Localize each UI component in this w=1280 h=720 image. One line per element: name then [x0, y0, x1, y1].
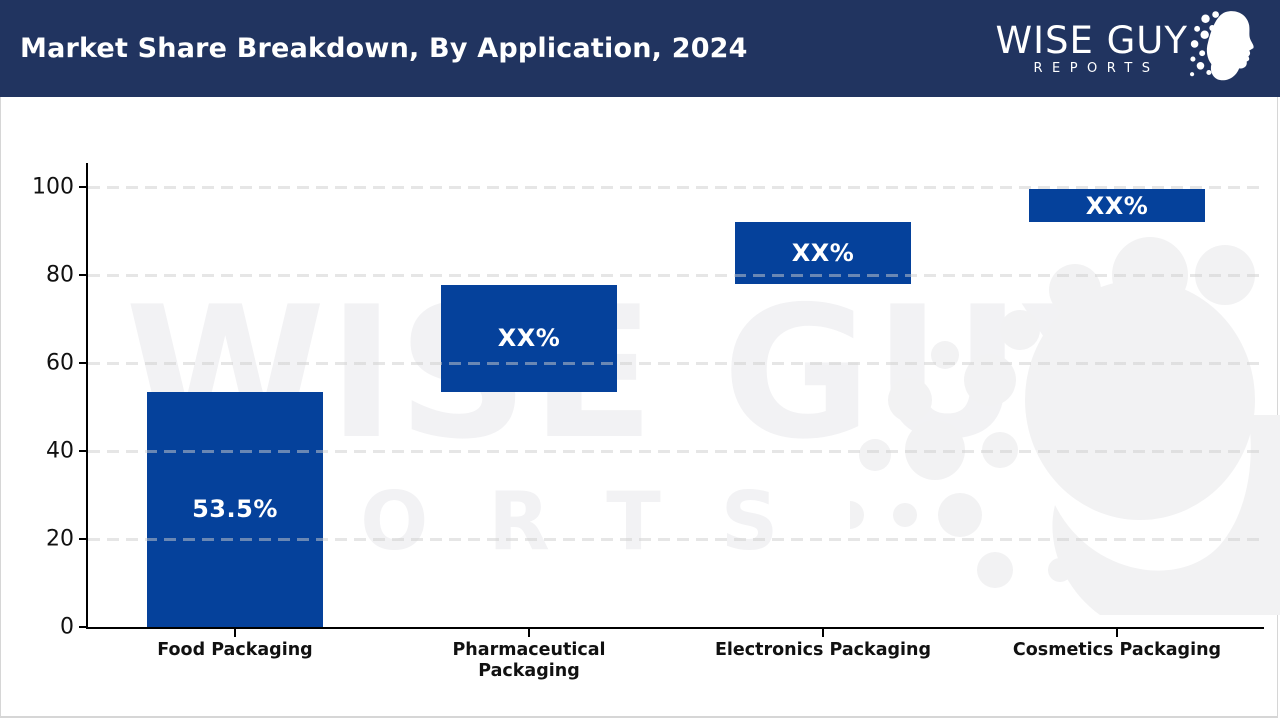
brand-logo: WISE GUY REPORTS	[996, 5, 1280, 93]
y-tick-label: 0	[60, 614, 74, 640]
bar-value-label: XX%	[791, 238, 855, 267]
y-tick-mark	[79, 274, 88, 276]
y-tick-mark	[79, 362, 88, 364]
y-tick-label: 80	[46, 262, 74, 288]
bar: XX%	[441, 285, 617, 392]
bar: XX%	[1029, 189, 1205, 223]
logo-reports-text: REPORTS	[1033, 61, 1160, 76]
x-tick-mark	[528, 629, 530, 637]
logo-wiseguy-text: WISE GUY	[995, 19, 1188, 62]
bar: XX%	[735, 222, 911, 284]
y-tick-label: 20	[46, 526, 74, 552]
x-category-label: Electronics Packaging	[714, 640, 932, 660]
bar-value-label: XX%	[1085, 191, 1149, 220]
y-tick-label: 100	[32, 174, 74, 200]
y-axis	[86, 163, 88, 629]
logo-wordmark: WISE GUY REPORTS	[996, 22, 1188, 75]
bar-value-label: 53.5%	[192, 495, 278, 524]
y-tick-mark	[79, 538, 88, 540]
y-tick-mark	[79, 626, 88, 628]
y-tick-label: 60	[46, 350, 74, 376]
bar: 53.5%	[147, 391, 323, 627]
gridline	[88, 538, 1264, 541]
x-axis	[86, 627, 1264, 629]
y-tick-label: 40	[46, 438, 74, 464]
chart-area: 0 20 40 60 80 100 53.5% Food Packaging XX% Pharma…	[0, 97, 1280, 720]
gridline	[88, 450, 1264, 453]
x-category-label: Cosmetics Packaging	[1012, 640, 1222, 660]
gridline	[88, 274, 1264, 277]
y-tick-mark	[79, 450, 88, 452]
logo-face-icon	[1189, 10, 1254, 80]
y-tick-mark	[79, 186, 88, 188]
x-category-label: Pharmaceutical Packaging	[452, 640, 606, 681]
header: Market Share Breakdown, By Application, …	[0, 0, 1280, 97]
x-category-label: Food Packaging	[157, 640, 313, 660]
gridline	[88, 362, 1264, 365]
x-tick-mark	[822, 629, 824, 637]
x-tick-mark	[1116, 629, 1118, 637]
x-tick-mark	[234, 629, 236, 637]
page-title: Market Share Breakdown, By Application, …	[20, 33, 748, 64]
gridline	[88, 186, 1264, 189]
bar-value-label: XX%	[497, 324, 561, 353]
